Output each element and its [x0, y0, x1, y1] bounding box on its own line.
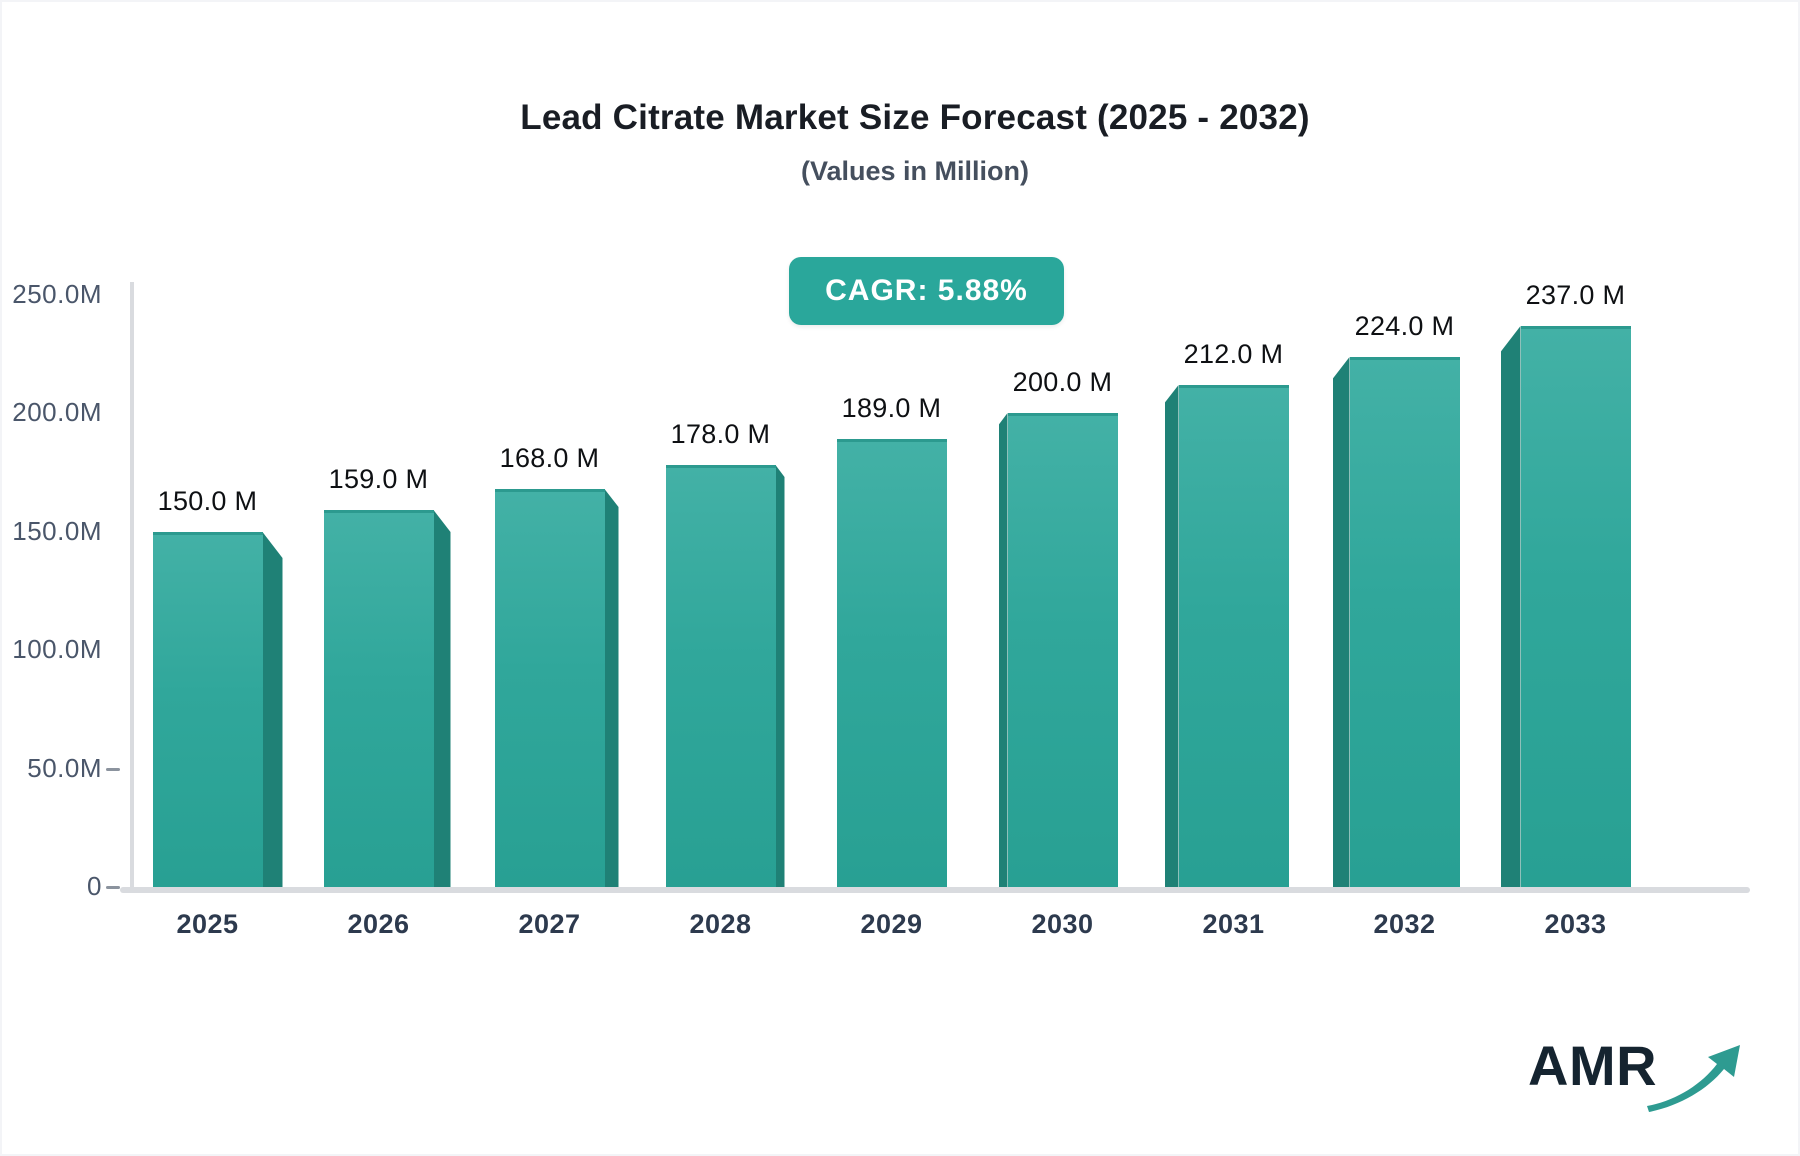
bar-side-shadow: [1500, 326, 1521, 887]
bar-face: [665, 465, 776, 887]
y-axis-label: 50.0M: [27, 752, 102, 783]
bar-face: [1349, 357, 1460, 887]
x-axis-label-2033: 2033: [1544, 909, 1607, 939]
x-axis-label-2027: 2027: [518, 909, 581, 939]
bar-value-label: 237.0 M: [1525, 280, 1626, 310]
bar-2033: [1500, 326, 1631, 887]
bar-value-label: 200.0 M: [1012, 367, 1113, 397]
bar-face: [323, 510, 434, 887]
x-axis-label-2031: 2031: [1202, 909, 1265, 939]
bar-value-label: 159.0 M: [328, 464, 429, 494]
y-axis-label: 0: [87, 871, 102, 901]
bar-2031: [1164, 385, 1289, 887]
bar-face: [1520, 326, 1631, 887]
bar-value-label: 168.0 M: [499, 443, 600, 473]
bar-face: [1178, 385, 1289, 887]
bar-value-label: 150.0 M: [157, 486, 258, 516]
trending-up-arrow-icon: [1645, 1040, 1745, 1121]
y-axis-label: 200.0M: [12, 397, 102, 428]
y-axis-label: 150.0M: [12, 515, 102, 546]
x-axis-label-2028: 2028: [689, 909, 752, 939]
bar-2025: [152, 532, 283, 887]
x-axis-label-2030: 2030: [1031, 909, 1094, 939]
bar-side-shadow: [604, 489, 619, 887]
bar-value-label: 178.0 M: [670, 419, 771, 449]
x-axis-label-2032: 2032: [1373, 909, 1436, 939]
x-axis-label-2029: 2029: [860, 909, 923, 939]
x-axis-label-2026: 2026: [347, 909, 410, 939]
bar-side-shadow: [262, 532, 283, 887]
bar-2029: [836, 439, 947, 887]
chart-header: Lead Citrate Market Size Forecast (2025 …: [32, 98, 1798, 187]
y-axis-label: 100.0M: [12, 634, 102, 665]
y-tick-mark: [106, 767, 120, 771]
x-axis-label-2025: 2025: [176, 909, 239, 939]
y-axis-label: 250.0M: [12, 279, 102, 309]
bar-2032: [1332, 357, 1460, 887]
bar-2030: [998, 413, 1118, 887]
bar-side-shadow: [433, 510, 451, 887]
bar-2027: [494, 489, 619, 887]
amr-logo-text: AMR: [1528, 1034, 1658, 1097]
bar-side-shadow: [998, 413, 1008, 887]
chart-subtitle: (Values in Million): [800, 156, 1030, 186]
bar-face: [152, 532, 263, 887]
bar-2028: [665, 465, 785, 887]
y-axis-line: [130, 282, 134, 890]
bar-value-label: 224.0 M: [1354, 311, 1455, 341]
bar-side-shadow: [1332, 357, 1350, 887]
bar-face: [494, 489, 605, 887]
bar-value-label: 189.0 M: [841, 393, 942, 423]
bar-2026: [323, 510, 451, 887]
amr-logo: AMR: [1528, 1038, 1745, 1121]
bar-face: [836, 439, 947, 887]
bar-side-shadow: [775, 465, 785, 887]
y-tick-mark: [106, 886, 120, 889]
cagr-badge: CAGR: 5.88%: [789, 257, 1064, 325]
bar-value-label: 212.0 M: [1183, 339, 1284, 369]
x-axis-line: [120, 887, 1750, 893]
bar-face: [1007, 413, 1118, 887]
bar-side-shadow: [1164, 385, 1179, 887]
chart-title: Lead Citrate Market Size Forecast (2025 …: [520, 98, 1310, 137]
